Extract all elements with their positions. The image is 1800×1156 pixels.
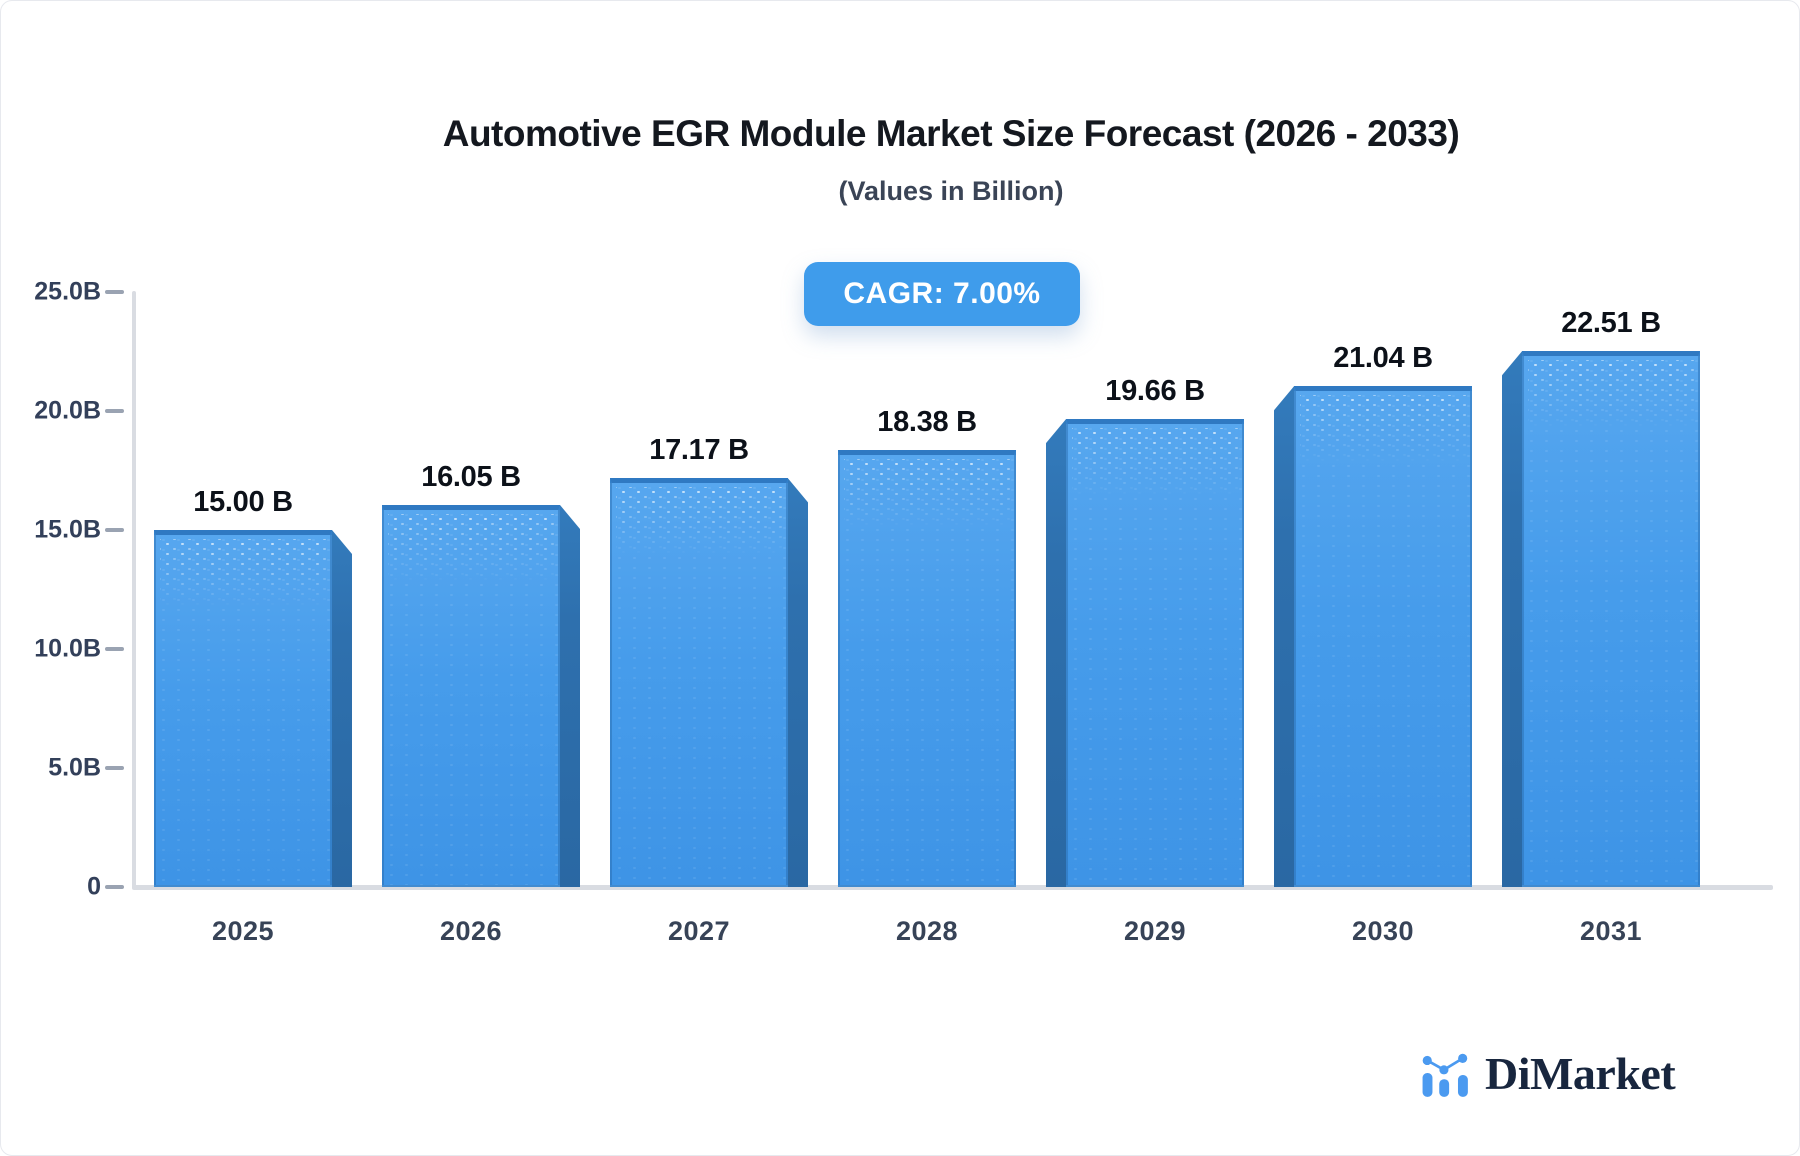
bar-body — [382, 505, 560, 887]
bar-body — [1294, 386, 1472, 887]
bar-body — [1066, 419, 1244, 887]
y-tick-mark — [105, 766, 124, 770]
bar-3d-side — [560, 505, 580, 887]
bar-dot-highlight — [1528, 360, 1694, 429]
brand-logo-text: DiMarket — [1485, 1048, 1676, 1099]
x-tick-label: 2025 — [211, 916, 275, 946]
y-tick-mark — [105, 647, 124, 651]
bar-3d-side — [1046, 419, 1066, 887]
y-tick-label: 0 — [87, 872, 101, 901]
y-tick-label: 15.0B — [34, 515, 101, 544]
x-tick-label: 2030 — [1351, 916, 1415, 946]
bar-2028: 18.38 B — [838, 406, 1016, 887]
x-tick-label: 2028 — [895, 916, 959, 946]
y-tick-mark — [105, 885, 124, 889]
bar-2025: 15.00 B — [154, 486, 352, 887]
bar-value-label: 15.00 B — [193, 486, 293, 518]
bar-value-label: 16.05 B — [421, 461, 521, 493]
bar-body — [610, 478, 788, 887]
y-tick-mark — [105, 290, 124, 294]
bar-2030: 21.04 B — [1274, 342, 1472, 887]
x-tick-label: 2027 — [667, 916, 731, 946]
x-axis-baseline — [132, 885, 1773, 890]
bar-3d-side — [1502, 351, 1522, 887]
bar-texture — [1296, 391, 1470, 885]
chart-subtitle: (Values in Billion) — [838, 176, 1064, 206]
y-tick-label: 25.0B — [34, 277, 101, 306]
bar-dot-highlight — [844, 458, 1010, 527]
y-tick-label: 10.0B — [34, 634, 101, 663]
bar-dot-highlight — [388, 514, 554, 582]
x-tick-label: 2026 — [439, 916, 503, 946]
y-axis-line — [132, 291, 136, 889]
bar-value-label: 19.66 B — [1105, 375, 1205, 408]
y-tick-mark — [105, 528, 124, 532]
bar-body — [1522, 351, 1700, 887]
bar-chart-trendline-icon — [1422, 1053, 1468, 1097]
bar-2026: 16.05 B — [382, 461, 580, 887]
bar-value-label: 17.17 B — [649, 434, 749, 467]
bar-3d-side — [332, 530, 352, 887]
x-tick-label: 2031 — [1579, 916, 1643, 946]
bar-dot-highlight — [160, 539, 326, 607]
bar-2029: 19.66 B — [1046, 375, 1244, 887]
bar-value-label: 22.51 B — [1561, 307, 1661, 340]
cagr-badge: CAGR: 7.00% — [804, 262, 1080, 326]
x-tick-label: 2029 — [1123, 916, 1187, 946]
bar-dot-highlight — [616, 487, 782, 556]
bar-dot-highlight — [1300, 395, 1466, 464]
bar-texture — [1068, 424, 1242, 885]
bar-body — [154, 530, 332, 887]
y-tick-mark — [105, 409, 124, 413]
brand-logo: DiMarket — [1421, 1047, 1676, 1100]
bar-dot-highlight — [1072, 428, 1238, 497]
y-tick-label: 5.0B — [48, 753, 101, 782]
bar-body — [838, 449, 1016, 887]
bar-value-label: 21.04 B — [1333, 342, 1433, 375]
y-tick-label: 20.0B — [34, 396, 101, 425]
bar-3d-side — [788, 478, 808, 887]
bar-texture — [1524, 356, 1698, 885]
bar-2031: 22.51 B — [1502, 307, 1700, 887]
bar-3d-side — [1274, 386, 1294, 887]
chart-title: Automotive EGR Module Market Size Foreca… — [442, 113, 1460, 154]
bar-value-label: 18.38 B — [877, 405, 977, 438]
bar-2027: 17.17 B — [610, 434, 808, 887]
